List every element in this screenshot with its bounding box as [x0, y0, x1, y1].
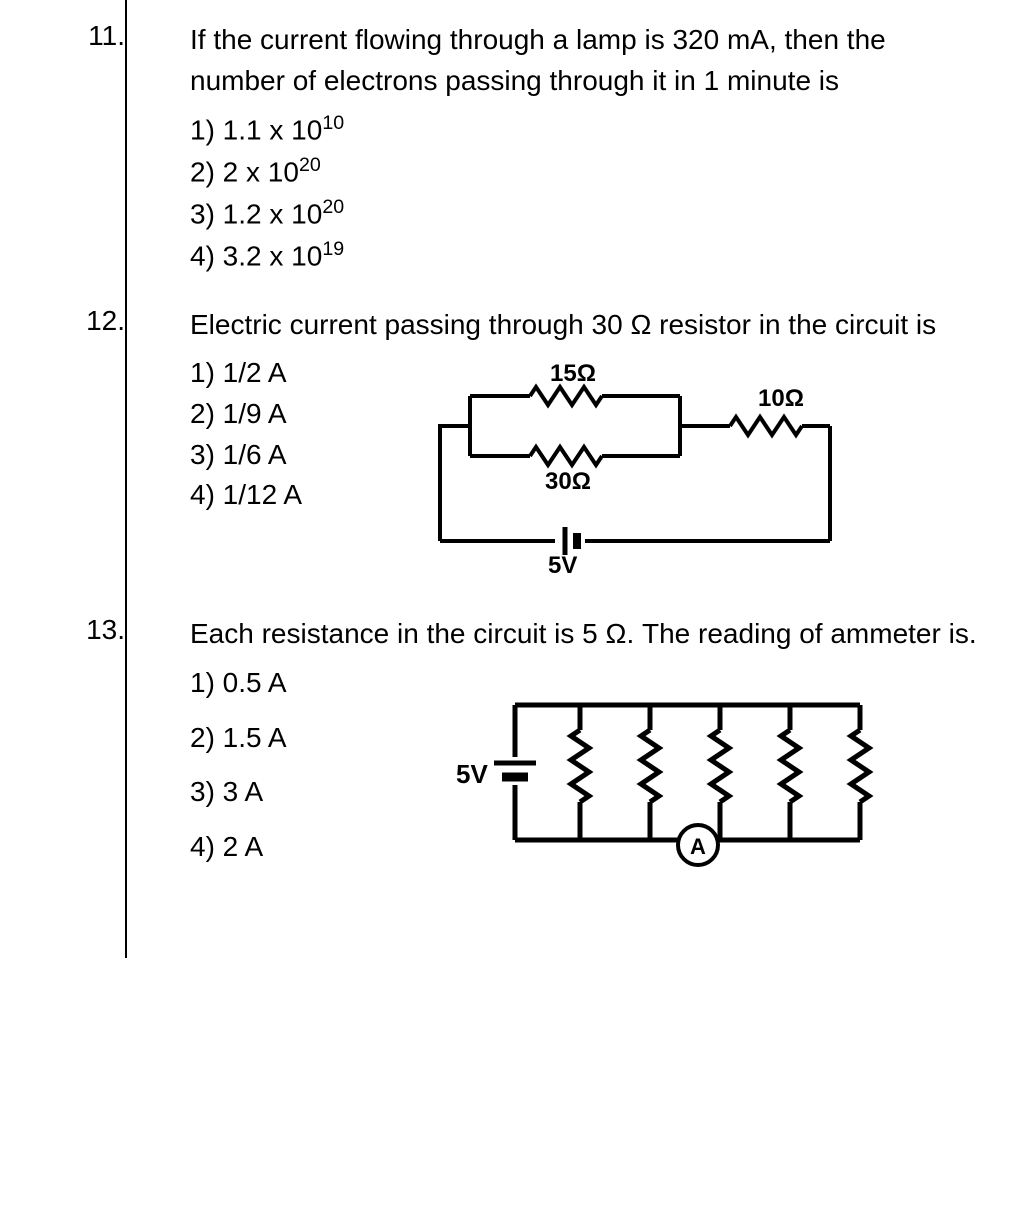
option-1: 1) 0.5 A — [190, 663, 420, 704]
option-2: 2) 1/9 A — [190, 394, 400, 435]
option-2: 2) 2 x 1020 — [190, 151, 984, 193]
options-list: 1) 1.1 x 1010 2) 2 x 1020 3) 1.2 x 1020 … — [140, 109, 984, 277]
option-4: 4) 2 A — [190, 827, 420, 868]
voltage-label: 5V — [548, 552, 577, 579]
option-1: 1) 1.1 x 1010 — [190, 109, 984, 151]
parallel-resistors — [571, 705, 869, 840]
option-4: 4) 3.2 x 1019 — [190, 235, 984, 277]
option-3: 3) 1.2 x 1020 — [190, 193, 984, 235]
question-text: Each resistance in the circuit is 5 Ω. T… — [140, 614, 984, 655]
options-list: 1) 1/2 A 2) 1/9 A 3) 1/6 A 4) 1/12 A — [140, 353, 400, 515]
vertical-margin-line — [125, 0, 127, 958]
question-number: 12. — [65, 305, 125, 337]
voltage-label: 5V — [456, 759, 488, 789]
question-text: If the current flowing through a lamp is… — [140, 20, 984, 101]
circuit-diagram-q13: A 5V — [420, 655, 984, 890]
r2-label: 30Ω — [545, 468, 591, 495]
option-3: 3) 3 A — [190, 772, 420, 813]
page-container: 11. If the current flowing through a lam… — [0, 0, 1024, 958]
option-1: 1) 1/2 A — [190, 353, 400, 394]
question-13: 13. Each resistance in the circuit is 5 … — [140, 614, 984, 890]
question-12: 12. Electric current passing through 30 … — [140, 305, 984, 587]
question-11: 11. If the current flowing through a lam… — [140, 20, 984, 277]
circuit-diagram-q12: 15Ω 30Ω 10Ω 5V — [400, 345, 984, 586]
option-3: 3) 1/6 A — [190, 435, 400, 476]
ammeter-label: A — [690, 834, 706, 859]
question-number: 13. — [65, 614, 125, 646]
r3-label: 10Ω — [758, 385, 804, 412]
option-2: 2) 1.5 A — [190, 718, 420, 759]
r1-label: 15Ω — [550, 360, 596, 387]
question-number: 11. — [65, 20, 125, 52]
option-4: 4) 1/12 A — [190, 475, 400, 516]
question-text: Electric current passing through 30 Ω re… — [140, 305, 984, 346]
options-list: 1) 0.5 A 2) 1.5 A 3) 3 A 4) 2 A — [140, 663, 420, 867]
